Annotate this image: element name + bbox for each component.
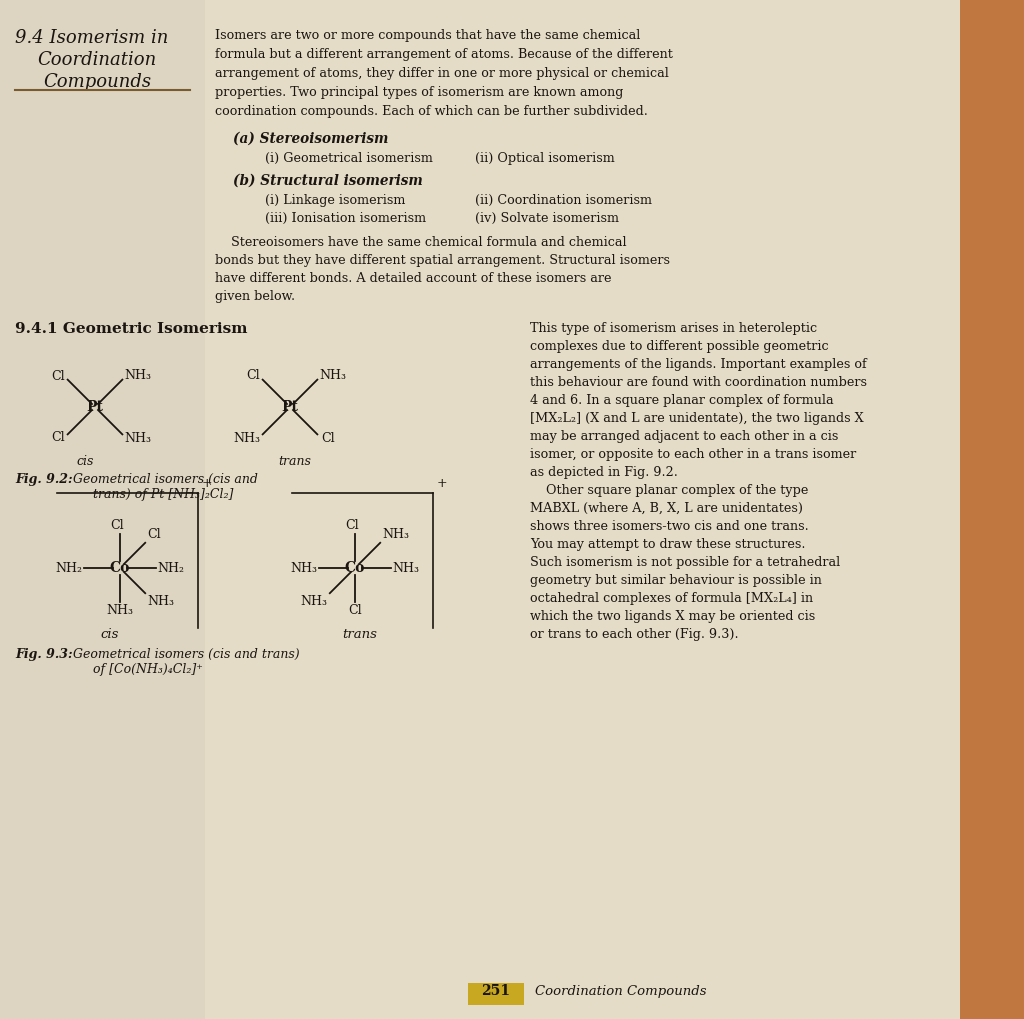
Text: 4 and 6. In a square planar complex of formula: 4 and 6. In a square planar complex of f…	[530, 394, 834, 407]
Text: trans) of Pt [NH₃]₂Cl₂]: trans) of Pt [NH₃]₂Cl₂]	[93, 488, 233, 501]
Text: Coordination Compounds: Coordination Compounds	[535, 984, 707, 998]
Text: octahedral complexes of formula [MX₂L₄] in: octahedral complexes of formula [MX₂L₄] …	[530, 592, 813, 605]
Text: 9.4 Isomerism in: 9.4 Isomerism in	[15, 29, 168, 47]
Text: Co: Co	[345, 561, 366, 575]
Text: Cl: Cl	[345, 520, 358, 532]
Text: NH₃: NH₃	[125, 369, 152, 382]
Text: have different bonds. A detailed account of these isomers are: have different bonds. A detailed account…	[215, 272, 611, 285]
Text: coordination compounds. Each of which can be further subdivided.: coordination compounds. Each of which ca…	[215, 105, 648, 118]
Text: Coordination: Coordination	[37, 51, 157, 69]
Text: MABXL (where A, B, X, L are unidentates): MABXL (where A, B, X, L are unidentates)	[530, 502, 803, 515]
Text: shows three isomers-two cis and one trans.: shows three isomers-two cis and one tran…	[530, 520, 809, 533]
Text: NH₃: NH₃	[106, 603, 133, 616]
Text: Pt: Pt	[87, 400, 103, 414]
Text: NH₂: NH₂	[55, 561, 82, 575]
Text: arrangements of the ligands. Important examples of: arrangements of the ligands. Important e…	[530, 358, 866, 371]
Text: of [Co(NH₃)₄Cl₂]⁺: of [Co(NH₃)₄Cl₂]⁺	[93, 663, 203, 676]
Text: Stereoisomers have the same chemical formula and chemical: Stereoisomers have the same chemical for…	[215, 236, 627, 249]
Text: Geometrical isomers (cis and: Geometrical isomers (cis and	[73, 473, 258, 486]
Text: NH₃: NH₃	[125, 432, 152, 444]
Text: as depicted in Fig. 9.2.: as depicted in Fig. 9.2.	[530, 466, 678, 479]
Text: (iv) Solvate isomerism: (iv) Solvate isomerism	[475, 212, 618, 225]
Text: Cl: Cl	[247, 369, 260, 382]
Text: Fig. 9.2:: Fig. 9.2:	[15, 473, 73, 486]
Text: Cl: Cl	[348, 603, 361, 616]
Text: Cl: Cl	[322, 432, 335, 444]
Text: Pt: Pt	[282, 400, 298, 414]
Text: 9.4.1 Geometric Isomerism: 9.4.1 Geometric Isomerism	[15, 322, 248, 336]
Text: complexes due to different possible geometric: complexes due to different possible geom…	[530, 340, 828, 353]
Text: 251: 251	[481, 984, 511, 998]
Text: arrangement of atoms, they differ in one or more physical or chemical: arrangement of atoms, they differ in one…	[215, 67, 669, 81]
Text: NH₃: NH₃	[319, 369, 347, 382]
Text: Isomers are two or more compounds that have the same chemical: Isomers are two or more compounds that h…	[215, 29, 640, 42]
Text: Cl: Cl	[111, 520, 124, 532]
Text: This type of isomerism arises in heteroleptic: This type of isomerism arises in heterol…	[530, 322, 817, 335]
Text: cis: cis	[100, 628, 119, 641]
Text: NH₂: NH₂	[158, 561, 184, 575]
Text: NH₃: NH₃	[301, 595, 328, 608]
Text: +: +	[202, 477, 213, 490]
Text: Fig. 9.3:: Fig. 9.3:	[15, 648, 73, 661]
Text: Cl: Cl	[147, 528, 161, 541]
Text: this behaviour are found with coordination numbers: this behaviour are found with coordinati…	[530, 376, 867, 389]
Text: (iii) Ionisation isomerism: (iii) Ionisation isomerism	[265, 212, 426, 225]
Text: (ii) Coordination isomerism: (ii) Coordination isomerism	[475, 194, 652, 207]
Text: NH₃: NH₃	[290, 561, 317, 575]
Text: isomer, or opposite to each other in a trans isomer: isomer, or opposite to each other in a t…	[530, 448, 856, 461]
Text: (ii) Optical isomerism: (ii) Optical isomerism	[475, 152, 614, 165]
Text: trans: trans	[343, 628, 378, 641]
Text: trans: trans	[279, 455, 311, 468]
Text: bonds but they have different spatial arrangement. Structural isomers: bonds but they have different spatial ar…	[215, 254, 670, 267]
Text: Geometrical isomers (cis and trans): Geometrical isomers (cis and trans)	[73, 648, 300, 661]
Text: Cl: Cl	[52, 431, 66, 444]
Text: geometry but similar behaviour is possible in: geometry but similar behaviour is possib…	[530, 574, 822, 587]
Text: NH₃: NH₃	[393, 561, 420, 575]
Text: properties. Two principal types of isomerism are known among: properties. Two principal types of isome…	[215, 86, 624, 99]
Text: or trans to each other (Fig. 9.3).: or trans to each other (Fig. 9.3).	[530, 628, 738, 641]
Text: (i) Linkage isomerism: (i) Linkage isomerism	[265, 194, 406, 207]
Text: (a) Stereoisomerism: (a) Stereoisomerism	[233, 132, 388, 146]
FancyBboxPatch shape	[0, 0, 970, 1019]
Text: +: +	[437, 477, 447, 490]
Text: Compounds: Compounds	[43, 73, 152, 91]
Text: NH₃: NH₃	[147, 595, 174, 608]
Text: Such isomerism is not possible for a tetrahedral: Such isomerism is not possible for a tet…	[530, 556, 841, 569]
Text: You may attempt to draw these structures.: You may attempt to draw these structures…	[530, 538, 806, 551]
FancyBboxPatch shape	[961, 0, 1024, 1019]
FancyBboxPatch shape	[0, 0, 205, 1019]
Text: given below.: given below.	[215, 290, 295, 303]
Text: Other square planar complex of the type: Other square planar complex of the type	[530, 484, 808, 497]
Text: cis: cis	[77, 455, 93, 468]
Text: (i) Geometrical isomerism: (i) Geometrical isomerism	[265, 152, 433, 165]
Text: (b) Structural isomerism: (b) Structural isomerism	[233, 174, 423, 187]
Text: Co: Co	[110, 561, 130, 575]
Text: NH₃: NH₃	[233, 432, 260, 444]
Text: NH₃: NH₃	[382, 528, 410, 541]
Text: formula but a different arrangement of atoms. Because of the different: formula but a different arrangement of a…	[215, 48, 673, 61]
FancyBboxPatch shape	[468, 983, 524, 1005]
Text: may be arranged adjacent to each other in a cis: may be arranged adjacent to each other i…	[530, 430, 839, 443]
Text: Cl: Cl	[52, 370, 66, 383]
Text: [MX₂L₂] (X and L are unidentate), the two ligands X: [MX₂L₂] (X and L are unidentate), the tw…	[530, 412, 864, 425]
Text: which the two ligands X may be oriented cis: which the two ligands X may be oriented …	[530, 610, 815, 623]
